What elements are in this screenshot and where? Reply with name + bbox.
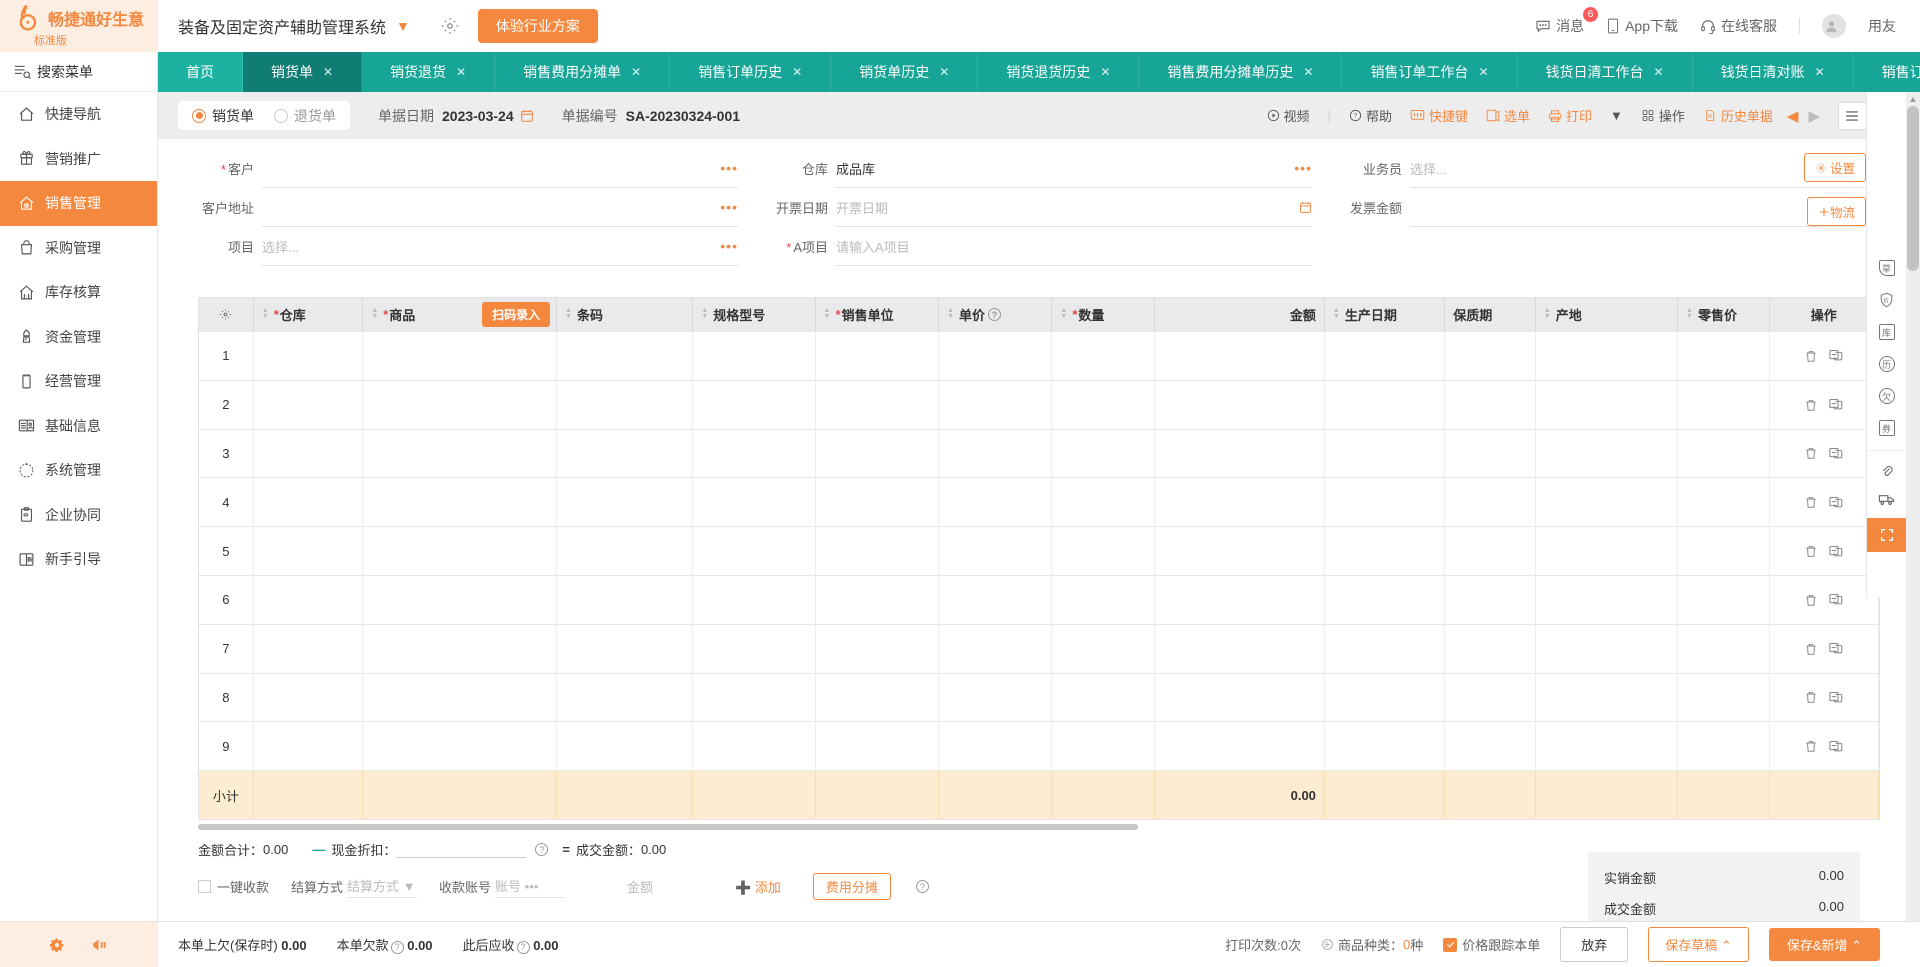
svg-text:?: ? [1354, 114, 1358, 120]
svg-text:价: 价 [1883, 297, 1889, 304]
svg-text:¥: ¥ [25, 337, 28, 342]
